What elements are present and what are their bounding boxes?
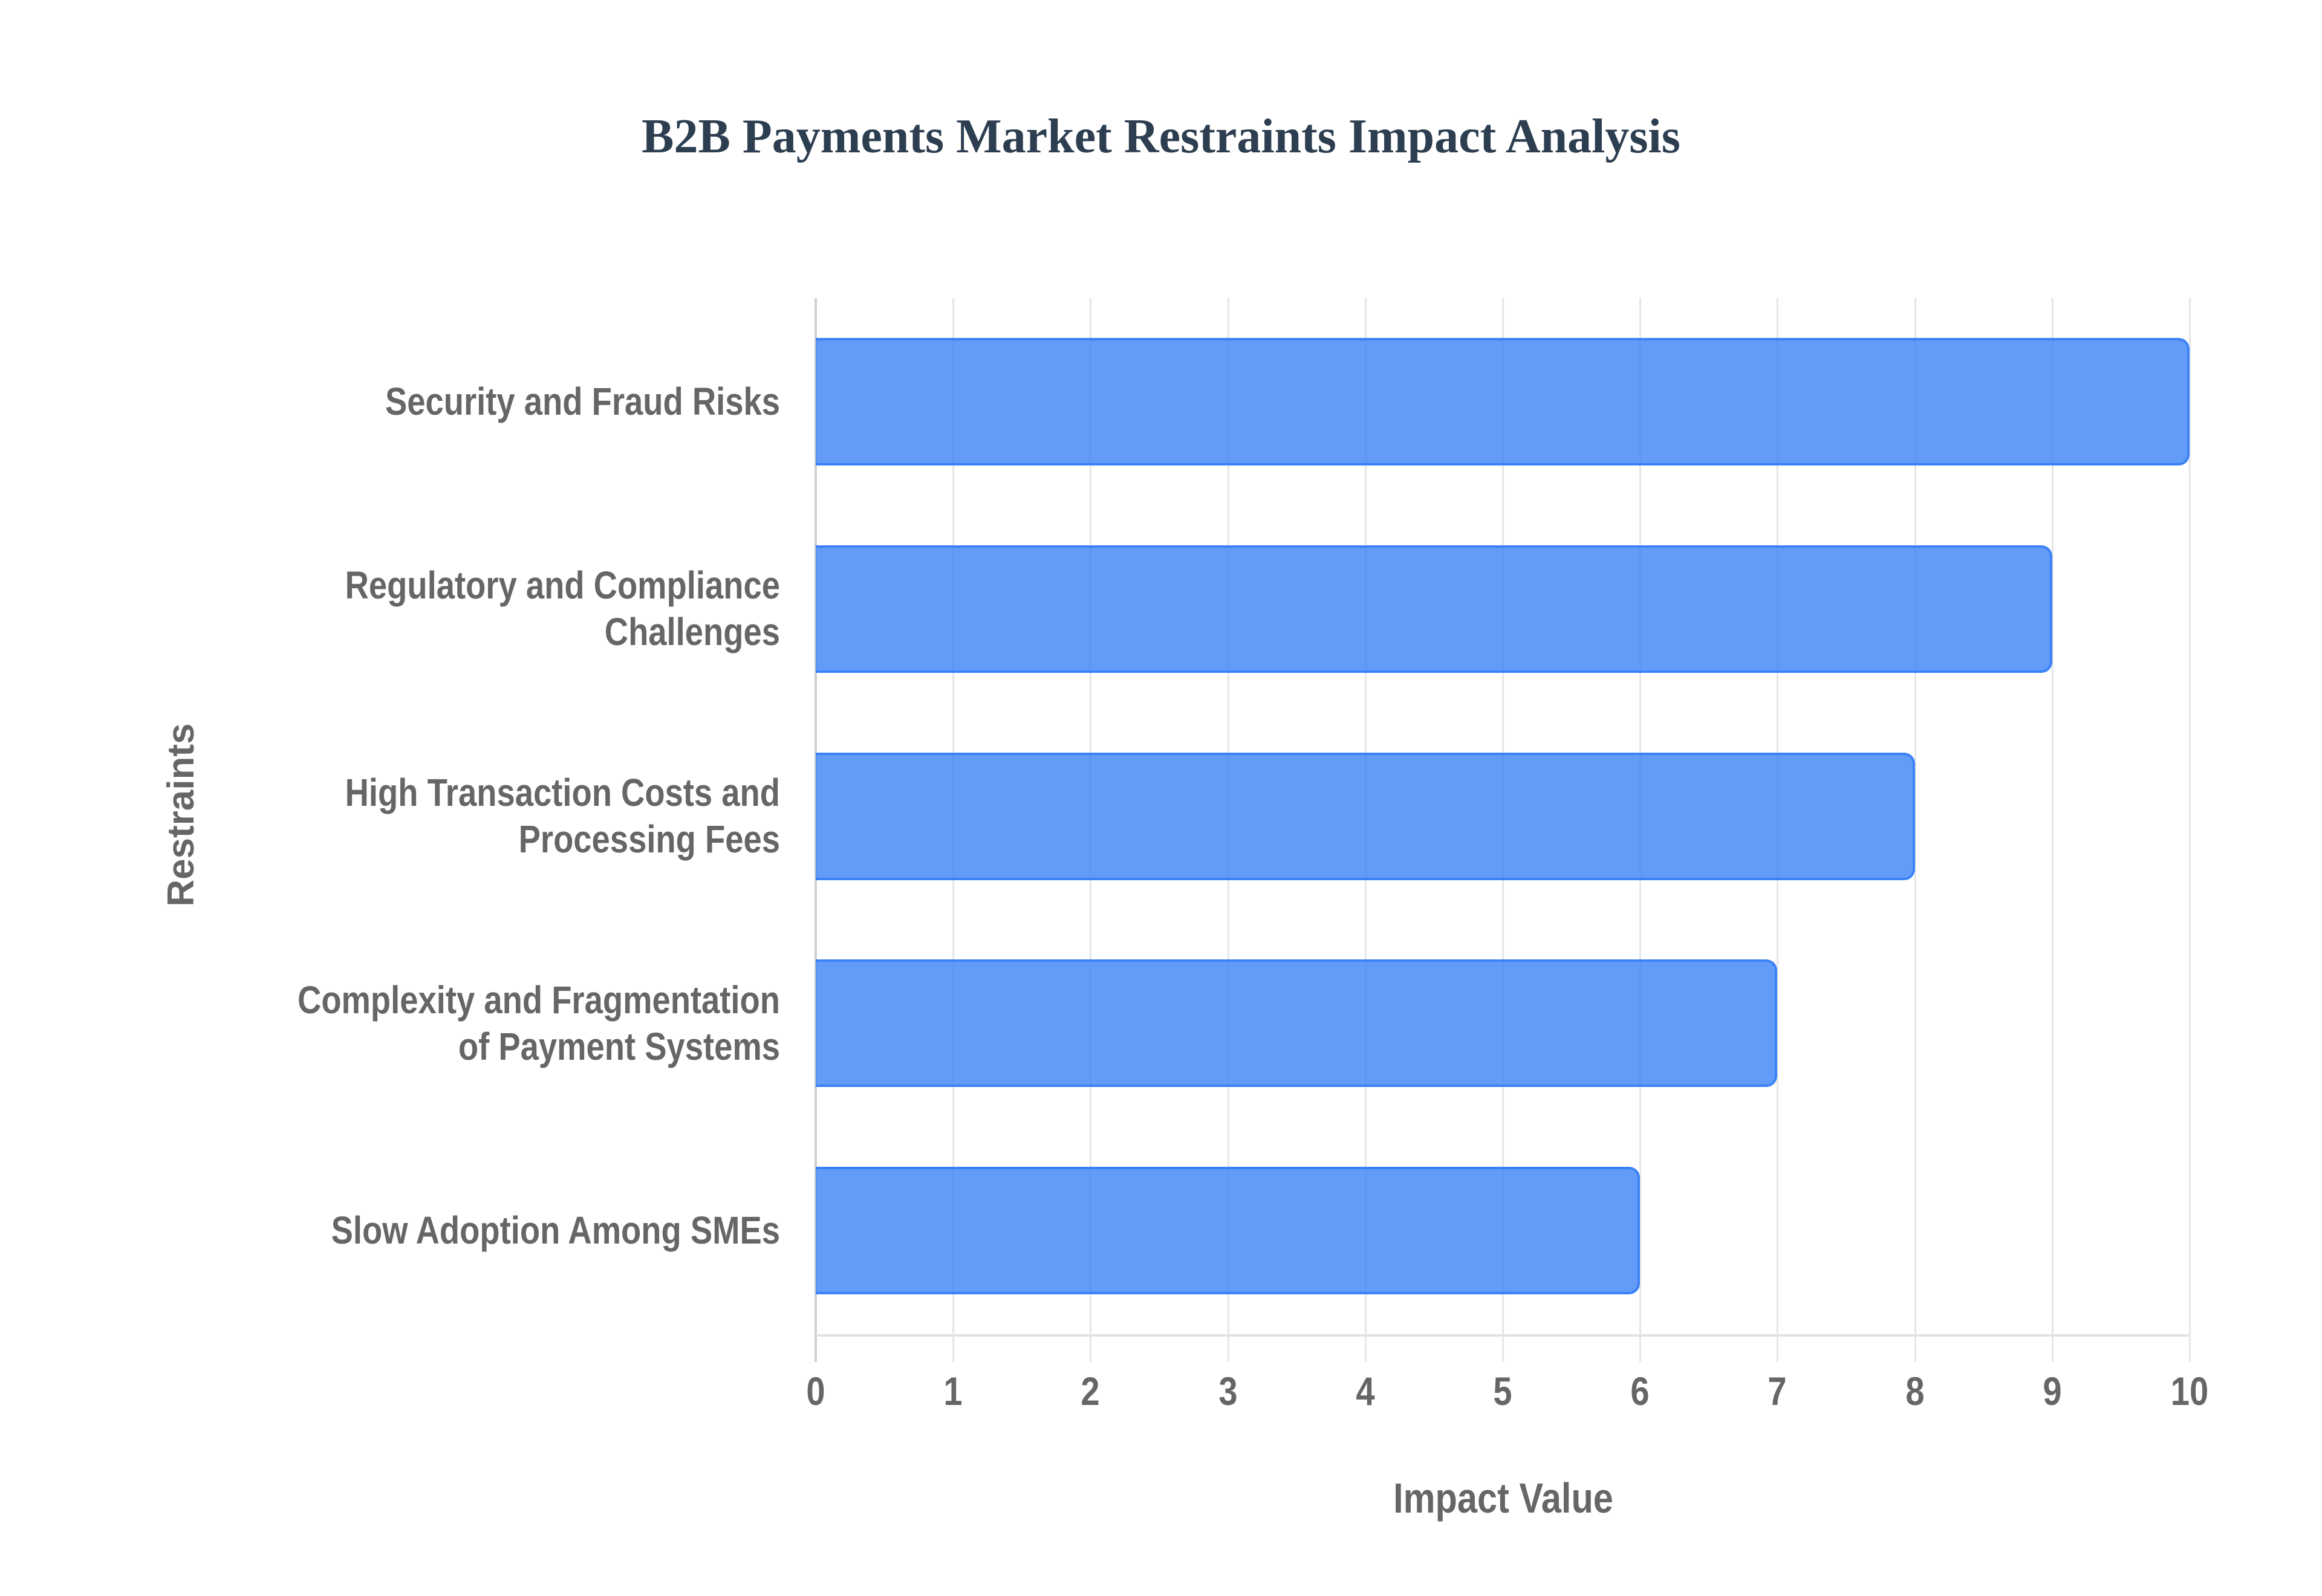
gridline-x xyxy=(2051,298,2054,1362)
plot-area: 0 1 2 3 4 5 6 7 8 9 10 xyxy=(806,298,2208,1413)
y-category-label: Security and Fraud Risks xyxy=(215,378,780,425)
x-tick-label: 8 xyxy=(1905,1369,1925,1413)
bar[interactable] xyxy=(816,1167,1641,1295)
x-tick-label: 9 xyxy=(2043,1369,2062,1413)
x-tick-label: 2 xyxy=(1081,1369,1100,1413)
y-category-label-line: Processing Fees xyxy=(518,817,780,861)
bar[interactable] xyxy=(816,752,1915,880)
chart-title: B2B Payments Market Restraints Impact An… xyxy=(642,110,1680,163)
x-tick-label: 4 xyxy=(1356,1369,1375,1413)
gridline-x xyxy=(2189,298,2191,1362)
x-tick-label: 10 xyxy=(2170,1369,2209,1413)
y-category-label-line: Regulatory and Compliance xyxy=(345,563,780,608)
x-tick-label: 5 xyxy=(1493,1369,1512,1413)
y-category-label-line: Complexity and Fragmentation xyxy=(298,978,780,1022)
y-category-label-line: High Transaction Costs and xyxy=(345,771,780,814)
y-category-label: Slow Adoption Among SMEs xyxy=(215,1207,780,1254)
y-axis-title: Restraints xyxy=(160,723,202,907)
gridline-x xyxy=(1914,298,1916,1362)
y-category-label: High Transaction Costs and Processing Fee… xyxy=(215,770,780,863)
y-category-label-line: Security and Fraud Risks xyxy=(385,379,780,423)
x-tick-label: 3 xyxy=(1218,1369,1238,1413)
y-category-label-line: of Payment Systems xyxy=(458,1024,780,1068)
bar[interactable] xyxy=(816,545,2052,673)
x-tick-label: 7 xyxy=(1768,1369,1787,1413)
x-axis-title: Impact Value xyxy=(1393,1474,1613,1522)
y-category-label: Regulatory and Compliance Challenges xyxy=(215,562,780,655)
x-tick-label: 6 xyxy=(1630,1369,1650,1413)
x-tick-label: 1 xyxy=(943,1369,963,1413)
y-category-label-line: Challenges xyxy=(604,610,780,654)
x-tick-label: 0 xyxy=(806,1369,825,1413)
bar[interactable] xyxy=(816,337,2190,465)
y-category-label-line: Slow Adoption Among SMEs xyxy=(331,1208,780,1253)
y-category-label: Complexity and Fragmentation of Payment S… xyxy=(215,977,780,1070)
bar[interactable] xyxy=(816,959,1778,1088)
